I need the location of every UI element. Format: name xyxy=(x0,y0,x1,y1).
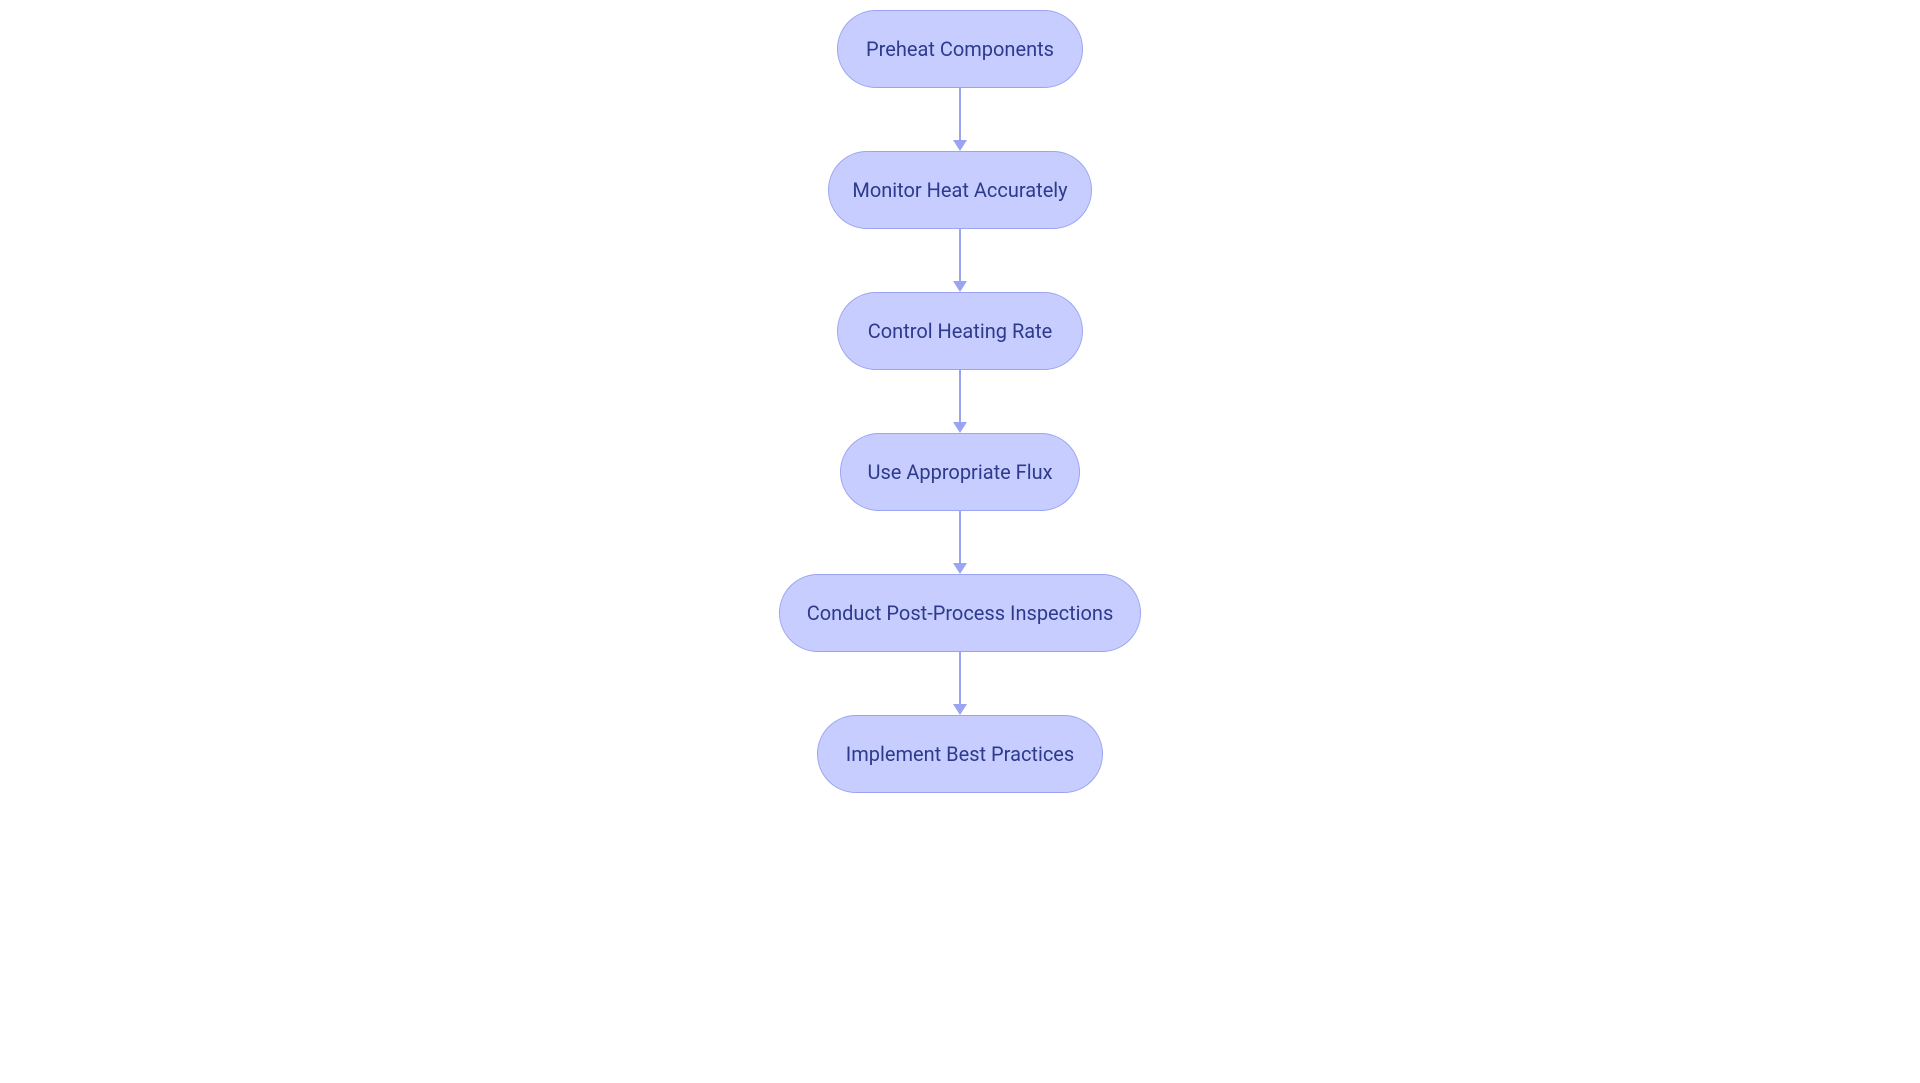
node-label: Conduct Post-Process Inspections xyxy=(807,601,1114,625)
flowchart-node: Preheat Components xyxy=(837,10,1083,88)
node-label: Control Heating Rate xyxy=(868,319,1053,343)
node-label: Implement Best Practices xyxy=(846,742,1074,766)
flowchart-arrow xyxy=(953,370,967,433)
flowchart-arrow xyxy=(953,511,967,574)
node-label: Use Appropriate Flux xyxy=(867,460,1052,484)
arrow-line xyxy=(959,229,961,281)
arrow-head-icon xyxy=(953,140,967,151)
arrow-line xyxy=(959,88,961,140)
node-label: Monitor Heat Accurately xyxy=(852,178,1067,202)
arrow-line xyxy=(959,652,961,704)
flowchart-container: Preheat Components Monitor Heat Accuratel… xyxy=(779,10,1141,793)
flowchart-arrow xyxy=(953,652,967,715)
arrow-head-icon xyxy=(953,704,967,715)
node-label: Preheat Components xyxy=(866,37,1054,61)
flowchart-arrow xyxy=(953,229,967,292)
arrow-head-icon xyxy=(953,422,967,433)
flowchart-arrow xyxy=(953,88,967,151)
arrow-head-icon xyxy=(953,563,967,574)
arrow-head-icon xyxy=(953,281,967,292)
flowchart-node: Control Heating Rate xyxy=(837,292,1083,370)
arrow-line xyxy=(959,370,961,422)
flowchart-node: Conduct Post-Process Inspections xyxy=(779,574,1141,652)
flowchart-node: Monitor Heat Accurately xyxy=(828,151,1092,229)
arrow-line xyxy=(959,511,961,563)
flowchart-node: Use Appropriate Flux xyxy=(840,433,1080,511)
flowchart-node: Implement Best Practices xyxy=(817,715,1103,793)
